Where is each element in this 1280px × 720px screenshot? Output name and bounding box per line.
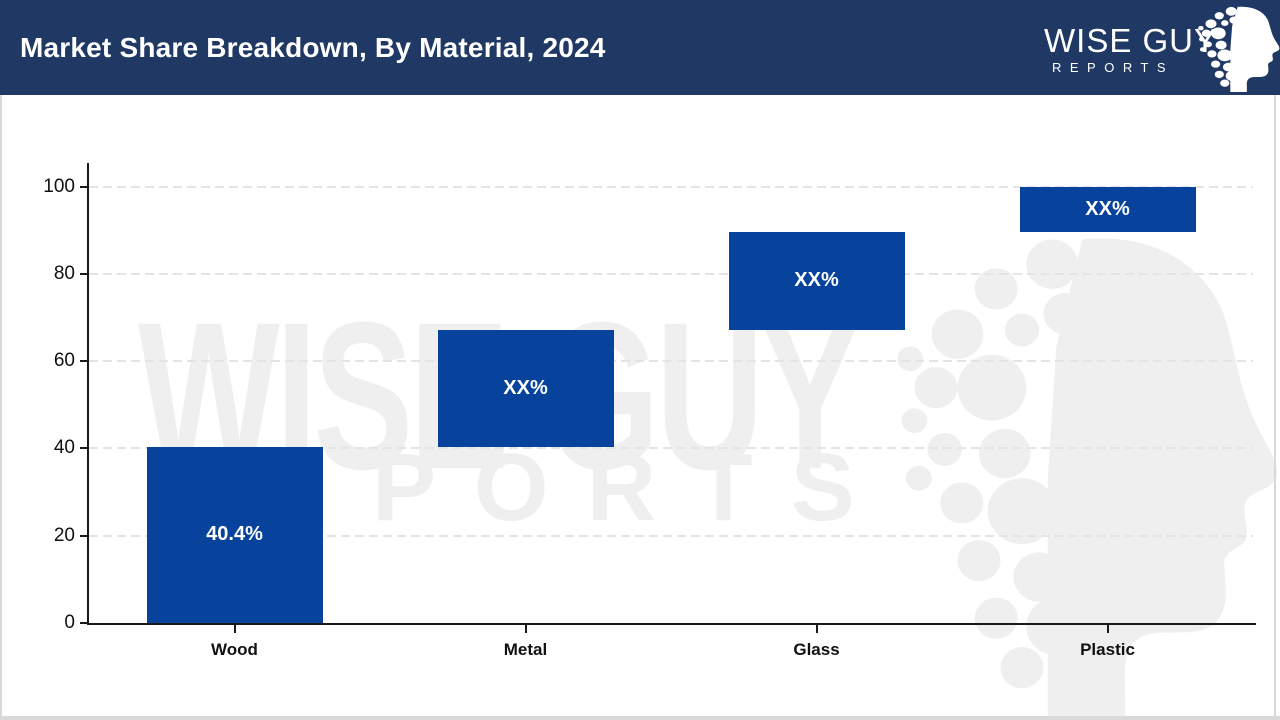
- gridline-y-60: [89, 360, 1253, 363]
- logo-wordmark: WISE GUY: [1044, 22, 1218, 59]
- x-tick-mark: [815, 625, 818, 633]
- x-axis-line: [87, 623, 1256, 625]
- bar-glass: XX%: [728, 231, 905, 330]
- bar-metal: XX%: [437, 329, 614, 447]
- y-tick-mark: [80, 622, 89, 624]
- bar-value-label: XX%: [794, 269, 839, 292]
- plot-area: WISE GUY PORTS 40.4% XX% XX% XX% 0 20 40 60 80 1…: [0, 95, 1280, 717]
- watermark-subtext: PORTS: [372, 434, 893, 541]
- bar-value-label: XX%: [1085, 197, 1130, 220]
- y-axis-line: [87, 163, 89, 625]
- category-label-metal: Metal: [503, 640, 548, 659]
- y-tick-label: 40: [53, 437, 75, 459]
- watermark-head-graphic: [897, 238, 1277, 717]
- bar-plastic: XX%: [1019, 186, 1196, 232]
- y-tick-label: 0: [64, 612, 75, 633]
- category-label-plastic: Plastic: [1080, 640, 1135, 659]
- gridline-y-40: [89, 447, 1253, 450]
- bar-wood: 40.4%: [146, 446, 323, 623]
- y-tick-mark: [80, 534, 89, 537]
- gridline-y-80: [89, 272, 1253, 275]
- logo-head-icon: [1198, 6, 1280, 92]
- gridline-y-100: [89, 185, 1253, 188]
- x-tick-mark: [1106, 625, 1109, 633]
- y-tick-label: 80: [53, 262, 75, 284]
- bar-value-label: 40.4%: [206, 523, 263, 546]
- chart-title: Market Share Breakdown, By Material, 202…: [20, 31, 606, 63]
- y-tick-mark: [80, 272, 89, 275]
- category-label-wood: Wood: [211, 640, 258, 659]
- y-tick-mark: [80, 447, 89, 450]
- x-tick-mark: [524, 625, 527, 633]
- y-tick-label: 20: [53, 524, 75, 546]
- wise-guy-logo: WISE GUY REPORTS: [1030, 0, 1280, 95]
- y-tick-label: 100: [43, 175, 75, 197]
- x-tick-mark: [233, 625, 236, 633]
- y-tick-mark: [80, 185, 89, 188]
- page-border-left: [0, 95, 2, 720]
- y-tick-mark: [80, 360, 89, 363]
- header-bar: Market Share Breakdown, By Material, 202…: [0, 0, 1280, 95]
- page-border-bottom: [0, 716, 1280, 720]
- logo-subtext: REPORTS: [1052, 60, 1175, 75]
- page-border-right: [1274, 95, 1276, 720]
- bar-value-label: XX%: [503, 376, 548, 399]
- y-tick-label: 60: [53, 350, 75, 372]
- gridline-y-20: [89, 534, 1253, 537]
- category-label-glass: Glass: [793, 640, 840, 659]
